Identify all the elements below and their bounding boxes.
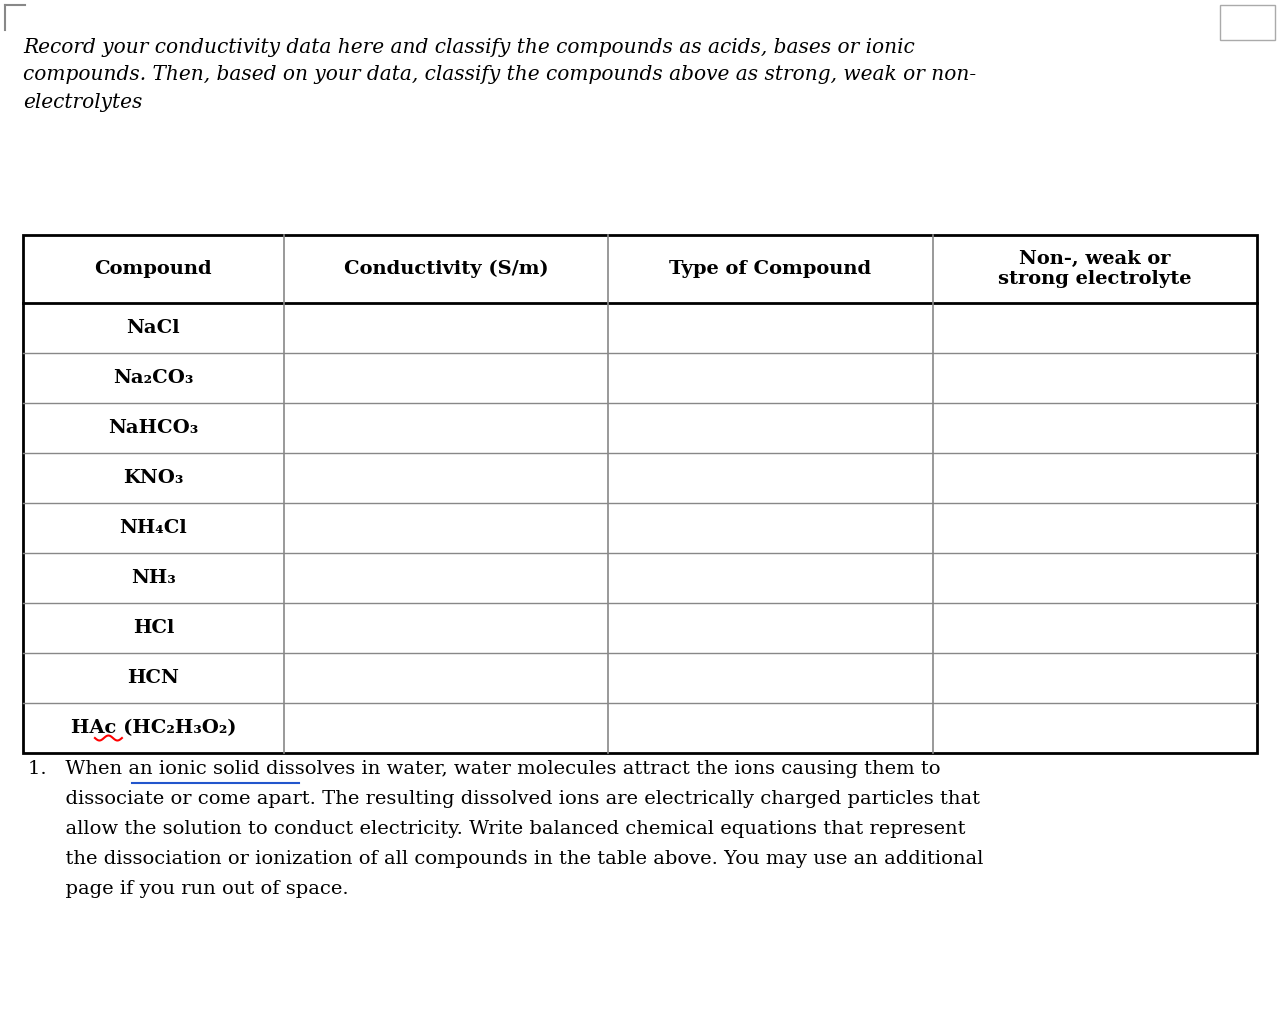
Text: page if you run out of space.: page if you run out of space. bbox=[28, 880, 348, 898]
Text: allow the solution to conduct electricity. Write balanced chemical equations tha: allow the solution to conduct electricit… bbox=[28, 820, 965, 838]
Bar bbox=[1220, 5, 1275, 40]
Text: 1.   When an ionic solid dissolves in water, water molecules attract the ions ca: 1. When an ionic solid dissolves in wate… bbox=[28, 760, 941, 779]
Text: KNO₃: KNO₃ bbox=[123, 469, 183, 487]
Text: NaCl: NaCl bbox=[127, 319, 180, 337]
Text: Compound: Compound bbox=[95, 260, 212, 278]
Text: NH₄Cl: NH₄Cl bbox=[119, 519, 187, 537]
Text: Non-, weak or
strong electrolyte: Non-, weak or strong electrolyte bbox=[998, 250, 1192, 288]
Text: HCN: HCN bbox=[128, 669, 179, 687]
Text: HCl: HCl bbox=[133, 619, 174, 637]
Text: Na₂CO₃: Na₂CO₃ bbox=[113, 369, 193, 387]
Text: the dissociation or ionization of all compounds in the table above. You may use : the dissociation or ionization of all co… bbox=[28, 850, 983, 868]
Text: HAc (HC₂H₃O₂): HAc (HC₂H₃O₂) bbox=[70, 719, 237, 737]
Bar bbox=[23, 235, 1257, 753]
Text: Conductivity (S/m): Conductivity (S/m) bbox=[344, 260, 548, 278]
Text: Record your conductivity data here and classify the compounds as acids, bases or: Record your conductivity data here and c… bbox=[23, 38, 977, 112]
Text: NH₃: NH₃ bbox=[131, 569, 175, 587]
Text: Type of Compound: Type of Compound bbox=[669, 260, 872, 278]
Text: NaHCO₃: NaHCO₃ bbox=[109, 419, 198, 437]
Text: dissociate or come apart. The resulting dissolved ions are electrically charged : dissociate or come apart. The resulting … bbox=[28, 790, 980, 808]
